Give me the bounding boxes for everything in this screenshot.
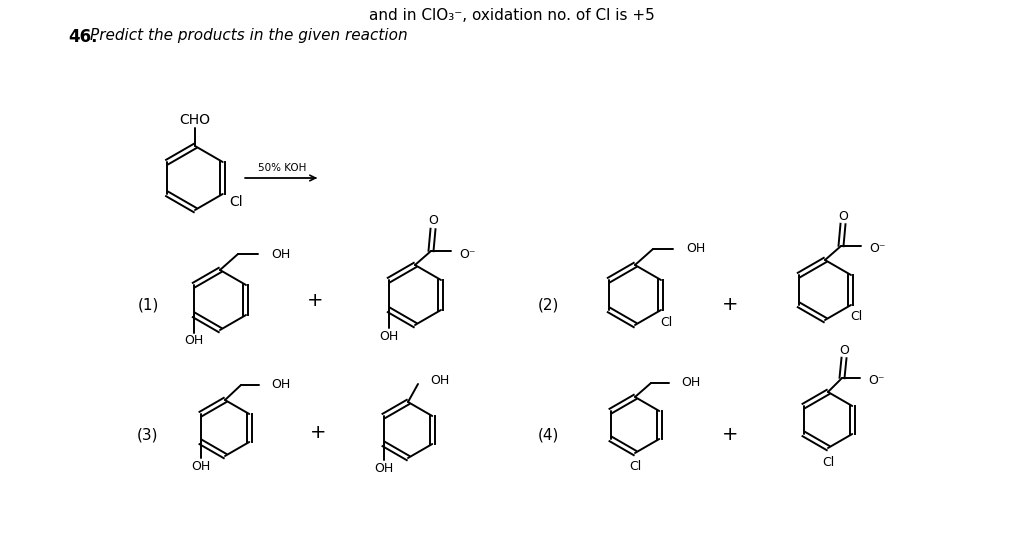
- Text: (4): (4): [538, 427, 559, 442]
- Text: OH: OH: [380, 329, 398, 342]
- Text: OH: OH: [686, 243, 706, 255]
- Text: OH: OH: [191, 460, 210, 472]
- Text: O⁻: O⁻: [459, 248, 475, 260]
- Text: OH: OH: [271, 248, 290, 260]
- Text: +: +: [722, 295, 738, 315]
- Text: +: +: [722, 425, 738, 444]
- Text: Cl: Cl: [229, 195, 244, 209]
- Text: OH: OH: [184, 334, 204, 347]
- Text: O: O: [839, 344, 849, 357]
- Text: (2): (2): [538, 298, 559, 312]
- Text: +: +: [307, 290, 324, 310]
- Text: (3): (3): [137, 427, 159, 442]
- Text: Predict the products in the given reaction: Predict the products in the given reacti…: [90, 28, 408, 43]
- Text: +: +: [309, 423, 327, 442]
- Text: O: O: [838, 209, 848, 222]
- Text: Cl: Cl: [629, 460, 641, 473]
- Text: OH: OH: [681, 376, 700, 390]
- Text: OH: OH: [271, 379, 290, 391]
- Text: Cl: Cl: [850, 311, 862, 323]
- Text: and in ClO₃⁻, oxidation no. of Cl is +5: and in ClO₃⁻, oxidation no. of Cl is +5: [369, 8, 655, 23]
- Text: Cl: Cl: [822, 455, 835, 469]
- Text: 46.: 46.: [68, 28, 97, 46]
- Text: CHO: CHO: [179, 113, 211, 127]
- Text: Cl: Cl: [659, 316, 672, 328]
- Text: O: O: [428, 214, 438, 227]
- Text: OH: OH: [430, 374, 450, 386]
- Text: O⁻: O⁻: [869, 243, 886, 255]
- Text: (1): (1): [137, 298, 159, 312]
- Text: OH: OH: [374, 461, 393, 475]
- Text: O⁻: O⁻: [868, 374, 885, 387]
- Text: 50% KOH: 50% KOH: [258, 163, 306, 173]
